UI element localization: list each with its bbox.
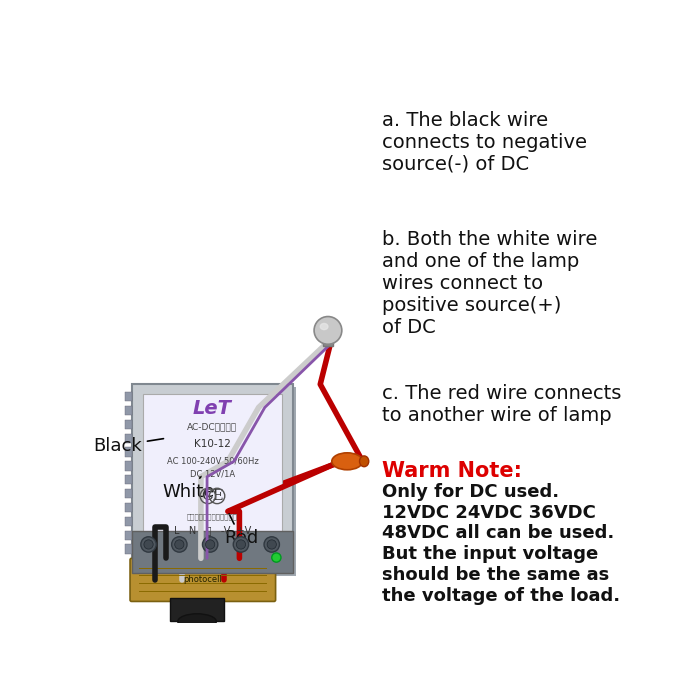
FancyBboxPatch shape [144, 393, 281, 536]
Text: a. The black wire
connects to negative
source(-) of DC: a. The black wire connects to negative s… [382, 111, 587, 174]
FancyBboxPatch shape [125, 503, 132, 512]
Text: AC 100-240V 50/60Hz: AC 100-240V 50/60Hz [167, 457, 258, 466]
Circle shape [264, 537, 279, 552]
Text: Only for DC used.
12VDC 24VDC 36VDC
48VDC all can be used.
But the input voltage: Only for DC used. 12VDC 24VDC 36VDC 48VD… [382, 483, 620, 605]
Text: 厦门力德电源科技有限公司: 厦门力德电源科技有限公司 [187, 513, 238, 520]
FancyBboxPatch shape [125, 420, 132, 429]
Circle shape [141, 537, 156, 552]
Text: White: White [162, 477, 215, 501]
Text: c. The red wire connects
to another wire of lamp: c. The red wire connects to another wire… [382, 384, 621, 426]
FancyBboxPatch shape [132, 384, 293, 573]
Text: photocell: photocell [183, 575, 222, 584]
Text: CE: CE [201, 489, 224, 503]
Circle shape [237, 540, 246, 549]
FancyBboxPatch shape [125, 392, 132, 401]
Text: DC 12V/1A: DC 12V/1A [190, 470, 235, 479]
Circle shape [202, 537, 218, 552]
Text: b. Both the white wire
and one of the lamp
wires connect to
positive source(+)
o: b. Both the white wire and one of the la… [382, 230, 597, 337]
FancyBboxPatch shape [130, 559, 276, 601]
FancyBboxPatch shape [134, 387, 296, 576]
Text: Warm Note:: Warm Note: [382, 461, 522, 482]
Text: Red: Red [224, 514, 258, 547]
Circle shape [267, 540, 276, 549]
FancyBboxPatch shape [125, 545, 132, 554]
Circle shape [314, 316, 342, 344]
Ellipse shape [360, 456, 369, 467]
Circle shape [272, 553, 281, 562]
Ellipse shape [321, 323, 328, 330]
Text: AC-DC开关电源: AC-DC开关电源 [188, 422, 237, 431]
FancyBboxPatch shape [132, 531, 293, 573]
Circle shape [144, 540, 153, 549]
FancyBboxPatch shape [170, 598, 224, 622]
Text: LeT: LeT [193, 400, 232, 419]
FancyBboxPatch shape [125, 461, 132, 470]
Ellipse shape [332, 453, 363, 470]
FancyBboxPatch shape [323, 329, 332, 346]
Text: K10-12: K10-12 [194, 440, 231, 449]
Circle shape [172, 537, 187, 552]
Circle shape [233, 537, 248, 552]
Circle shape [175, 540, 184, 549]
Text: L   N   ⏚   -V  +V: L N ⏚ -V +V [174, 526, 251, 536]
Text: Black: Black [93, 437, 164, 455]
FancyBboxPatch shape [125, 531, 132, 540]
Circle shape [206, 540, 215, 549]
FancyBboxPatch shape [125, 517, 132, 526]
FancyBboxPatch shape [125, 447, 132, 456]
FancyBboxPatch shape [125, 489, 132, 498]
FancyBboxPatch shape [125, 406, 132, 415]
Ellipse shape [178, 614, 216, 629]
FancyBboxPatch shape [125, 475, 132, 484]
FancyBboxPatch shape [125, 433, 132, 443]
